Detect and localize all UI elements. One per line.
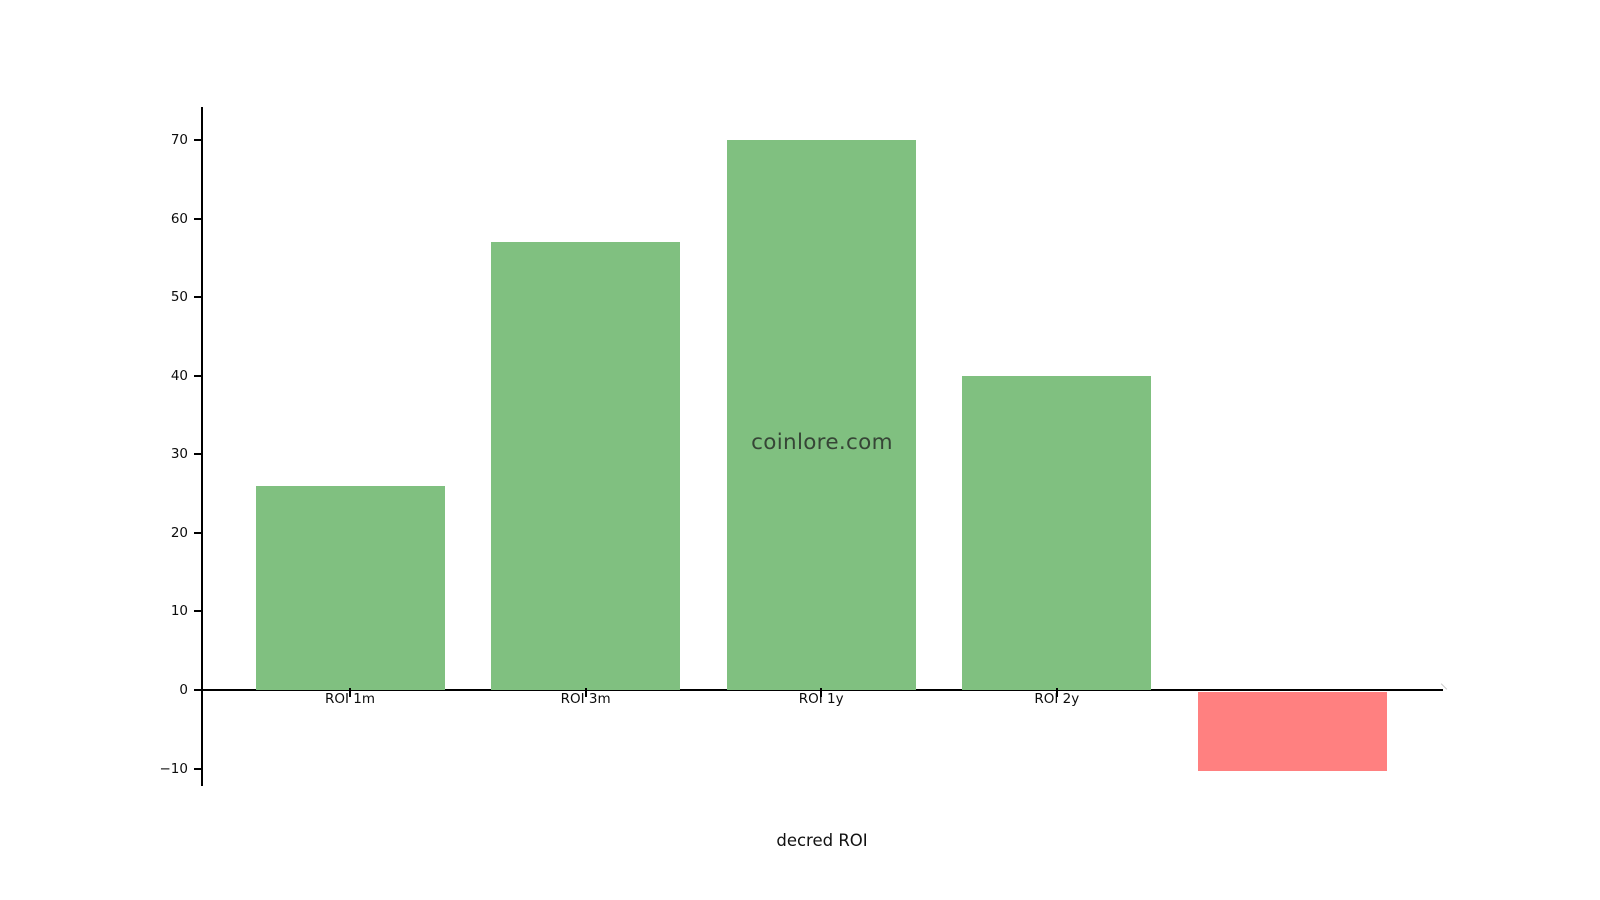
y-tick xyxy=(194,139,202,141)
y-tick-label: 0 xyxy=(179,682,188,698)
x-tick xyxy=(1055,688,1058,697)
y-tick-label: 60 xyxy=(170,210,188,227)
x-tick-label: ROI 2y xyxy=(1034,691,1080,707)
x-tick-label: ROI 1m xyxy=(324,691,376,707)
watermark-text: coinlore.com xyxy=(751,430,893,455)
bar-roi-2y xyxy=(962,375,1152,690)
x-tick-label: ROI 1y xyxy=(798,691,844,707)
y-axis-line xyxy=(201,107,203,786)
y-tick xyxy=(194,374,202,377)
x-tick-label: ROI 3m xyxy=(560,691,611,707)
y-tick xyxy=(194,767,202,770)
y-tick-label: 50 xyxy=(170,289,188,306)
bar-roi-1m xyxy=(255,485,445,690)
chart-title: decred ROI xyxy=(776,831,868,850)
y-tick-label: −10 xyxy=(159,760,189,777)
y-tick-label: 30 xyxy=(170,446,188,463)
y-tick xyxy=(194,296,202,299)
y-tick-label: 20 xyxy=(170,524,188,541)
y-tick xyxy=(194,217,202,220)
y-tick xyxy=(194,610,202,613)
y-tick-label: 70 xyxy=(170,132,188,148)
x-tick xyxy=(584,688,587,697)
bar-roi-3m xyxy=(491,242,681,690)
bar-roi-1y xyxy=(726,140,916,690)
y-tick-label: 10 xyxy=(170,603,188,620)
bar-4 xyxy=(1197,692,1387,771)
y-tick xyxy=(194,531,202,534)
y-tick xyxy=(194,453,202,456)
x-tick xyxy=(349,688,351,697)
x-tick xyxy=(820,688,823,697)
y-tick-label: 40 xyxy=(170,367,188,384)
y-tick xyxy=(194,689,202,691)
